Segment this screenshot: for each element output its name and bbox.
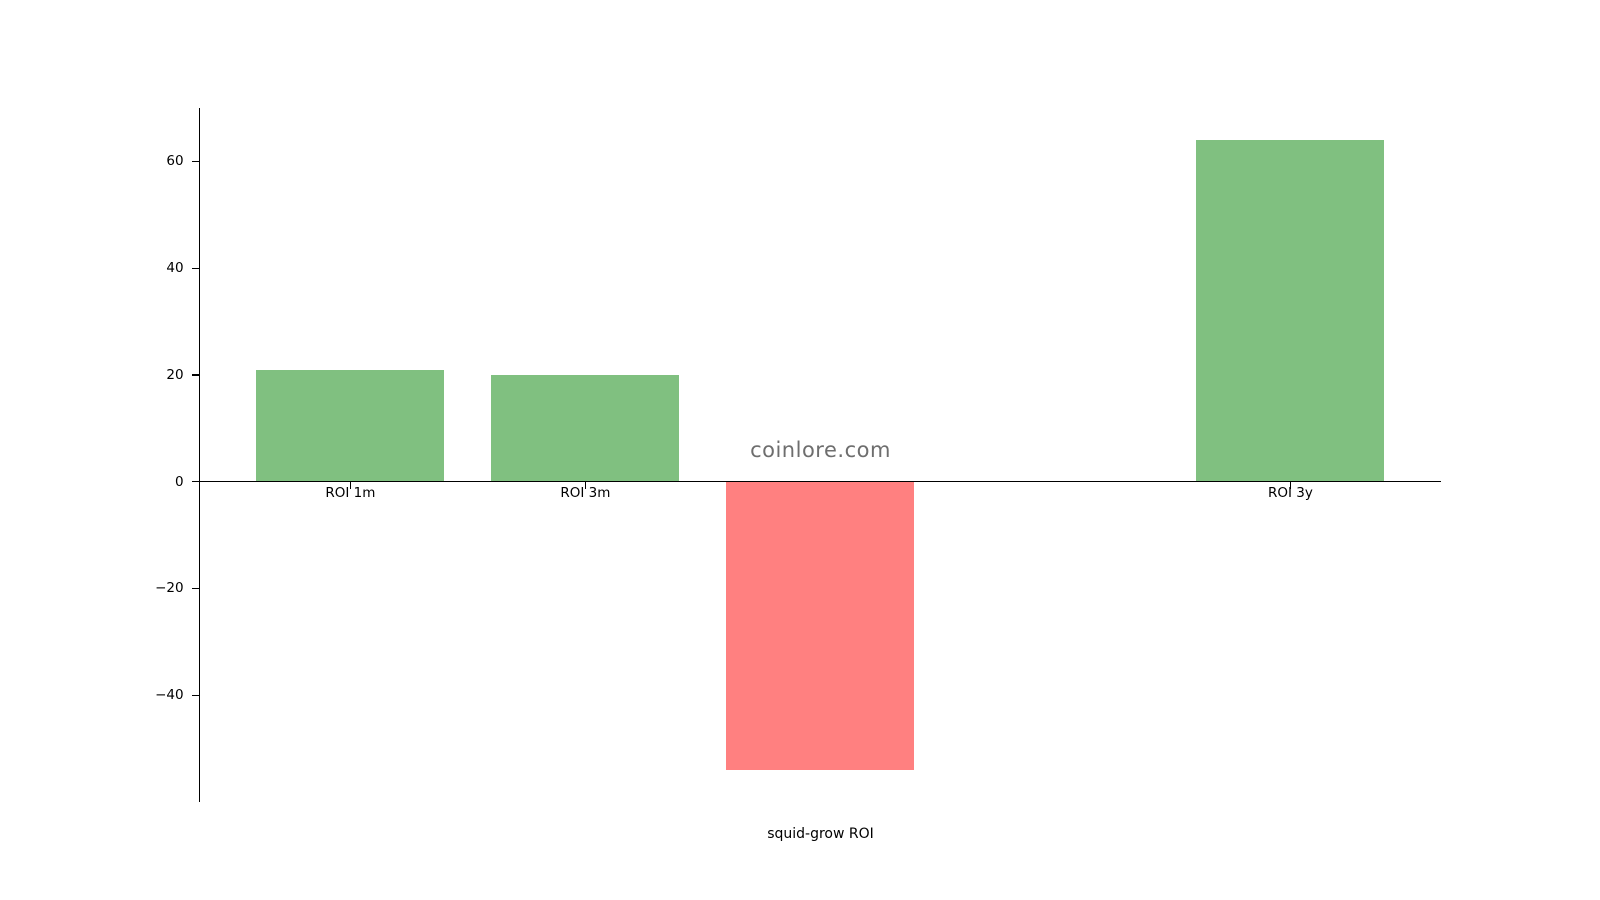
y-tick bbox=[191, 694, 199, 696]
x-tick-label: ROI 3m bbox=[560, 484, 611, 501]
y-tick-label: −40 bbox=[155, 687, 184, 704]
y-tick-label: −20 bbox=[155, 580, 184, 597]
x-tick bbox=[1289, 481, 1291, 489]
x-tick-label: ROI 1m bbox=[325, 484, 376, 501]
y-tick bbox=[191, 267, 199, 269]
x-tick bbox=[349, 481, 351, 489]
bar-roi-3m bbox=[491, 374, 680, 482]
bar-slot-2 bbox=[726, 481, 915, 770]
bar-roi-3y bbox=[1196, 140, 1385, 482]
y-tick bbox=[191, 587, 199, 590]
x-axis bbox=[200, 480, 1441, 483]
y-tick bbox=[191, 374, 199, 376]
watermark: coinlore.com bbox=[750, 438, 891, 462]
y-tick bbox=[191, 481, 199, 483]
y-axis bbox=[198, 108, 200, 802]
y-tick-label: 40 bbox=[166, 260, 184, 277]
y-tick-label: 0 bbox=[175, 473, 184, 490]
y-tick bbox=[191, 160, 199, 162]
chart-xlabel: squid-grow ROI bbox=[767, 826, 874, 842]
x-tick-label: ROI 3y bbox=[1267, 484, 1313, 501]
y-tick-label: 60 bbox=[166, 153, 184, 170]
bar-roi-1m bbox=[256, 369, 445, 482]
y-tick-label: 20 bbox=[166, 366, 184, 383]
x-tick bbox=[584, 481, 586, 489]
